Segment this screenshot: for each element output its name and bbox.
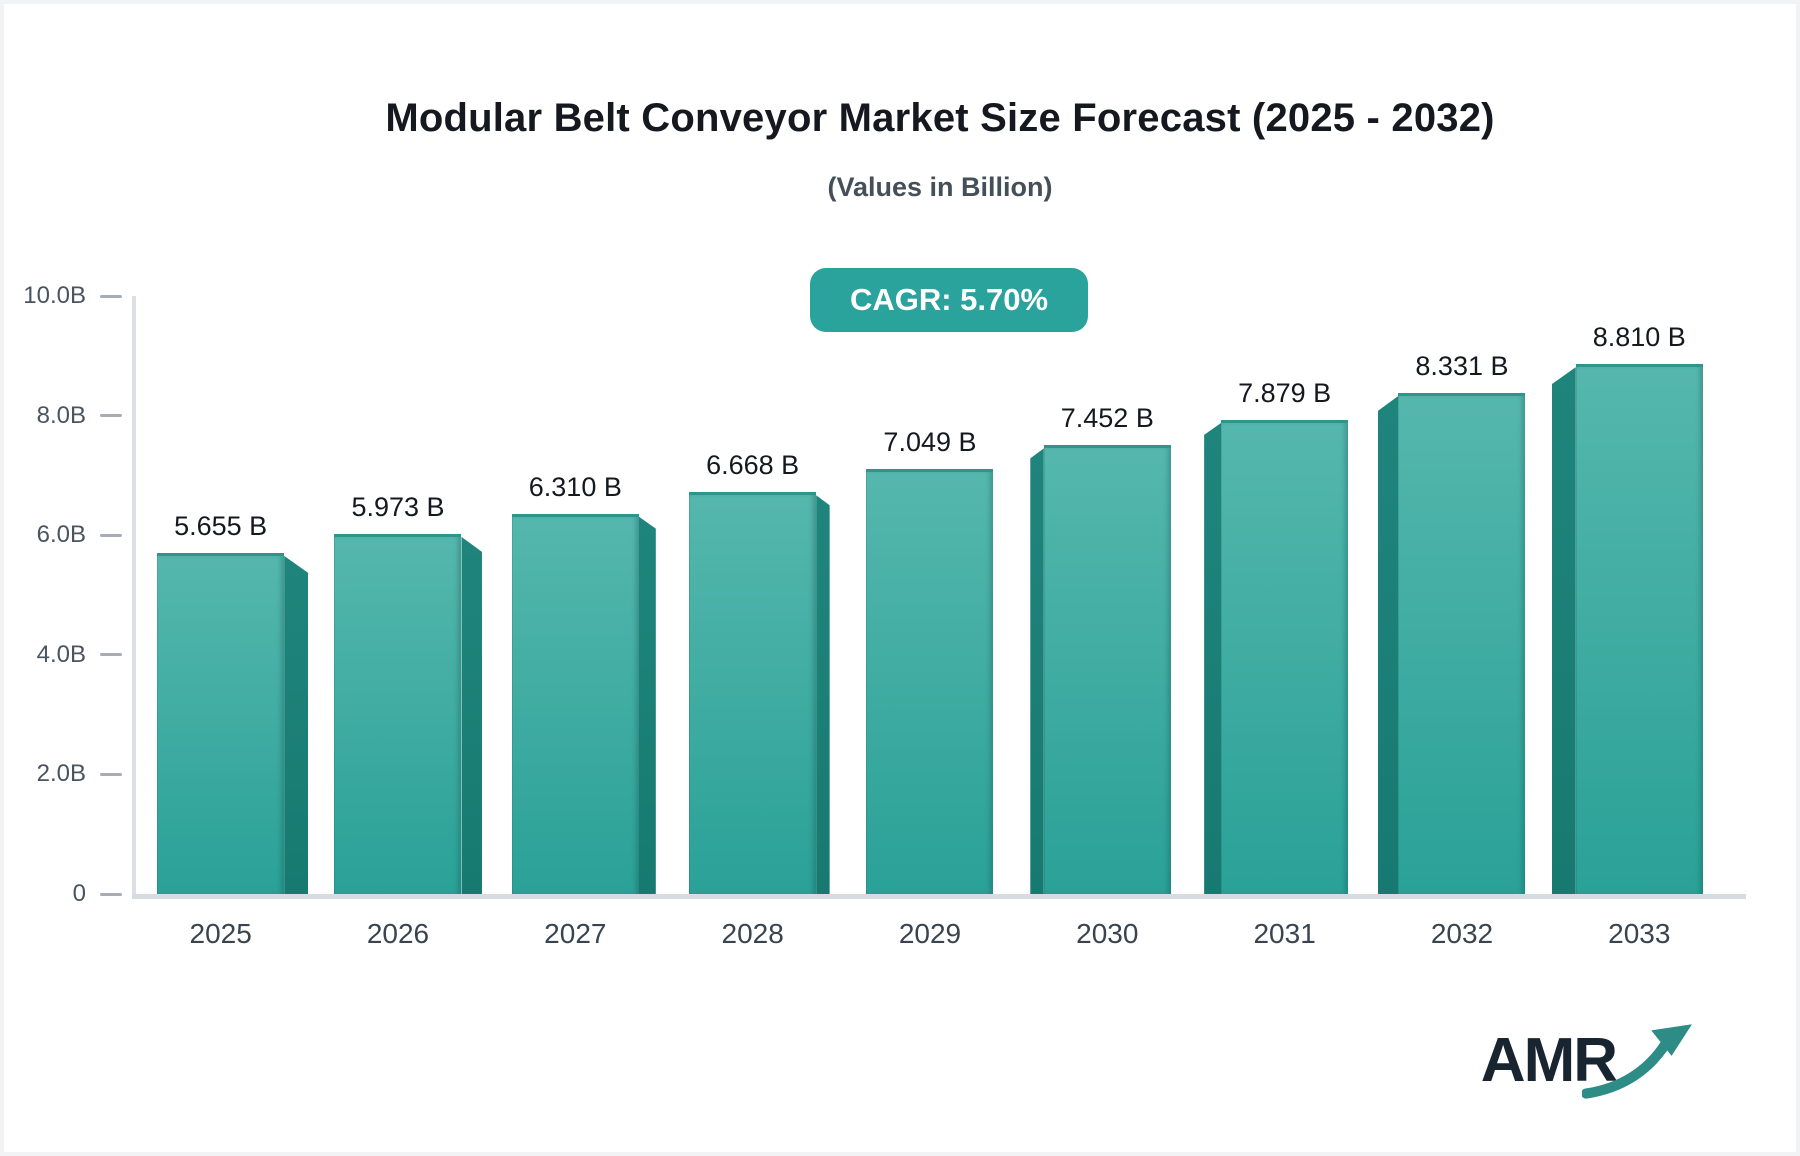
- chart-subtitle: (Values in Billion): [827, 172, 1053, 202]
- bar-front-face: [1575, 364, 1703, 894]
- x-axis-label: 2032: [1430, 918, 1494, 949]
- x-axis-labels: 2025 2026 2027 2028 2029 2030 2031 2032 2033: [132, 918, 1728, 950]
- x-axis-label: 2030: [1076, 918, 1139, 949]
- y-axis-tick-label: 4.0B: [36, 640, 86, 668]
- bar-slot: 7.452 B: [1019, 296, 1196, 894]
- y-axis-tick-label: 10.0B: [23, 282, 86, 309]
- bar-slot: 6.668 B: [664, 296, 841, 894]
- bar-side-face: [461, 536, 482, 894]
- y-axis-tick-mark: [100, 653, 122, 657]
- bar-value-label: 8.331 B: [1415, 350, 1509, 381]
- plot-area: 10.0B 8.0B 6.0B 4.0B 2.0B 0 5.655 B 5.973 B 6.3…: [23, 282, 1746, 949]
- bar-front-face: [511, 513, 639, 894]
- bar-value-label: 7.879 B: [1238, 377, 1332, 408]
- bar-front-face: [157, 552, 285, 894]
- growth-arrow-icon: [1582, 1024, 1692, 1099]
- y-axis-tick-mark: [100, 533, 122, 537]
- amr-logo-text: AMR: [1480, 1026, 1618, 1095]
- bar-slot: 5.973 B: [309, 296, 486, 894]
- bar-value-label: 8.810 B: [1592, 322, 1686, 353]
- y-axis-tick-mark: [100, 892, 122, 896]
- amr-logo: AMR: [1481, 1020, 1694, 1102]
- cagr-badge: CAGR: 5.70%: [810, 268, 1088, 332]
- bar-side-face: [638, 516, 656, 894]
- y-axis-tick-mark: [100, 772, 122, 776]
- y-axis-tick: 8.0B: [37, 402, 122, 430]
- x-axis-label: 2029: [898, 918, 962, 949]
- bar-side-face: [1377, 395, 1399, 894]
- bar-slot: 7.879 B: [1196, 296, 1373, 894]
- bar-series: 5.655 B 5.973 B 6.310 B 6.668 B 7.049 B 7.452…: [132, 296, 1728, 894]
- bar-value-label: 7.452 B: [1060, 403, 1154, 434]
- bar-front-face: [1398, 392, 1526, 894]
- y-axis-tick-label: 8.0B: [36, 401, 86, 429]
- bar-side-face: [816, 495, 830, 894]
- y-axis-tick-label: 6.0B: [36, 521, 86, 549]
- bar-slot: 8.810 B: [1551, 296, 1728, 894]
- bar-side-face: [1030, 448, 1044, 894]
- bar-value-label: 6.310 B: [528, 471, 622, 502]
- y-axis: 10.0B 8.0B 6.0B 4.0B 2.0B 0: [23, 282, 1746, 907]
- cagr-badge-label: CAGR: 5.70%: [849, 282, 1049, 317]
- bar-front-face: [1043, 445, 1171, 894]
- bar-slot: 6.310 B: [487, 296, 664, 894]
- bar-front-face: [334, 533, 462, 894]
- x-axis-label: 2033: [1608, 918, 1671, 949]
- y-axis-tick: 0: [73, 880, 122, 908]
- bar-front-face: [1221, 419, 1349, 894]
- x-axis-label: 2027: [544, 918, 607, 949]
- y-axis-tick: 10.0B: [23, 282, 122, 310]
- y-axis-tick: 4.0B: [37, 641, 122, 669]
- bar-value-label: 5.973 B: [351, 491, 445, 522]
- x-axis-label: 2031: [1253, 918, 1316, 949]
- y-axis-tick-label: 0: [72, 880, 86, 907]
- bar-side-face: [1551, 367, 1576, 894]
- bar-value-label: 6.668 B: [706, 450, 800, 481]
- chart-title: Modular Belt Conveyor Market Size Foreca…: [385, 96, 1495, 140]
- bar-slot: 7.049 B: [841, 296, 1018, 894]
- x-axis-label: 2028: [721, 918, 784, 949]
- x-axis-label: 2025: [189, 918, 252, 949]
- bar-front-face: [689, 492, 817, 894]
- bar-front-face: [866, 469, 994, 894]
- bar-side-face: [1204, 422, 1222, 894]
- bar-side-face: [284, 555, 309, 894]
- x-axis-label: 2026: [366, 918, 430, 949]
- bar-slot: 8.331 B: [1373, 296, 1550, 894]
- bar-value-label: 7.049 B: [883, 427, 977, 458]
- y-axis-tick-mark: [100, 414, 122, 418]
- y-axis-tick-mark: [100, 294, 122, 298]
- y-axis-tick-label: 2.0B: [36, 760, 86, 788]
- y-axis-tick: 6.0B: [37, 521, 122, 549]
- y-axis-line: [132, 296, 136, 894]
- x-axis-line: [132, 894, 1746, 899]
- bar-slot: 5.655 B: [132, 296, 309, 894]
- bar-value-label: 5.655 B: [174, 510, 268, 541]
- y-axis-tick: 2.0B: [37, 760, 122, 788]
